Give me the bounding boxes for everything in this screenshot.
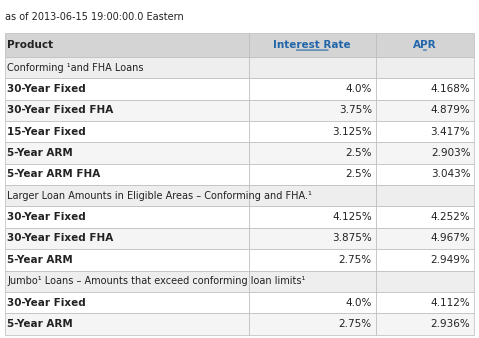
Text: 5-Year ARM: 5-Year ARM [7, 148, 73, 158]
Text: 5-Year ARM FHA: 5-Year ARM FHA [7, 169, 101, 179]
Text: Jumbo¹ Loans – Amounts that exceed conforming loan limits¹: Jumbo¹ Loans – Amounts that exceed confo… [7, 276, 306, 286]
Bar [5, 292, 249, 313]
Bar [5, 270, 249, 292]
Bar [249, 228, 376, 249]
Text: 30-Year Fixed FHA: 30-Year Fixed FHA [7, 234, 114, 243]
Bar [5, 228, 249, 249]
Bar [5, 78, 249, 100]
Bar [5, 57, 249, 78]
Text: 4.125%: 4.125% [332, 212, 372, 222]
Text: 4.0%: 4.0% [345, 84, 372, 94]
Bar [249, 164, 376, 185]
Bar [376, 228, 474, 249]
Bar [376, 164, 474, 185]
Text: Interest Rate: Interest Rate [274, 40, 351, 50]
Bar [249, 313, 376, 335]
Text: 2.949%: 2.949% [431, 255, 470, 265]
Bar [376, 57, 474, 78]
Text: 15-Year Fixed: 15-Year Fixed [7, 127, 86, 137]
Text: Conforming ¹and FHA Loans: Conforming ¹and FHA Loans [7, 63, 144, 73]
Text: APR: APR [413, 40, 437, 50]
Text: 4.0%: 4.0% [345, 297, 372, 308]
Text: 2.5%: 2.5% [345, 169, 372, 179]
Text: 2.5%: 2.5% [345, 148, 372, 158]
Bar [5, 100, 249, 121]
Bar [5, 185, 249, 207]
Bar [376, 142, 474, 164]
Text: 4.168%: 4.168% [431, 84, 470, 94]
Bar [5, 33, 249, 57]
Text: 2.903%: 2.903% [431, 148, 470, 158]
Text: 30-Year Fixed: 30-Year Fixed [7, 297, 86, 308]
Bar [376, 33, 474, 57]
Bar [249, 292, 376, 313]
Text: 30-Year Fixed: 30-Year Fixed [7, 212, 86, 222]
Text: Product: Product [7, 40, 53, 50]
Bar [376, 100, 474, 121]
Text: 3.875%: 3.875% [332, 234, 372, 243]
Text: 4.879%: 4.879% [431, 105, 470, 115]
Text: 2.936%: 2.936% [431, 319, 470, 329]
Bar [5, 207, 249, 228]
Text: 4.112%: 4.112% [431, 297, 470, 308]
Text: Larger Loan Amounts in Eligible Areas – Conforming and FHA.¹: Larger Loan Amounts in Eligible Areas – … [7, 191, 312, 201]
Text: 4.967%: 4.967% [431, 234, 470, 243]
Bar [249, 270, 376, 292]
Text: 4.252%: 4.252% [431, 212, 470, 222]
Text: 30-Year Fixed FHA: 30-Year Fixed FHA [7, 105, 114, 115]
Text: 3.125%: 3.125% [332, 127, 372, 137]
Bar [249, 207, 376, 228]
Bar [249, 121, 376, 142]
Bar [5, 142, 249, 164]
Text: 2.75%: 2.75% [339, 255, 372, 265]
Bar [5, 313, 249, 335]
Bar [249, 142, 376, 164]
Text: 5-Year ARM: 5-Year ARM [7, 319, 73, 329]
Text: 3.75%: 3.75% [339, 105, 372, 115]
Bar [376, 121, 474, 142]
Bar [376, 207, 474, 228]
Bar [249, 185, 376, 207]
Text: 30-Year Fixed: 30-Year Fixed [7, 84, 86, 94]
Bar [376, 292, 474, 313]
Bar [376, 78, 474, 100]
Bar [5, 249, 249, 270]
Bar [249, 57, 376, 78]
Bar [5, 164, 249, 185]
Bar [249, 78, 376, 100]
Bar [249, 249, 376, 270]
Bar [249, 100, 376, 121]
Bar [376, 185, 474, 207]
Bar [376, 313, 474, 335]
Bar [5, 121, 249, 142]
Text: 2.75%: 2.75% [339, 319, 372, 329]
Text: 3.417%: 3.417% [431, 127, 470, 137]
Bar [376, 270, 474, 292]
Text: 3.043%: 3.043% [431, 169, 470, 179]
Bar [249, 33, 376, 57]
Bar [376, 249, 474, 270]
Text: 5-Year ARM: 5-Year ARM [7, 255, 73, 265]
Text: as of 2013-06-15 19:00:00.0 Eastern: as of 2013-06-15 19:00:00.0 Eastern [5, 12, 183, 22]
